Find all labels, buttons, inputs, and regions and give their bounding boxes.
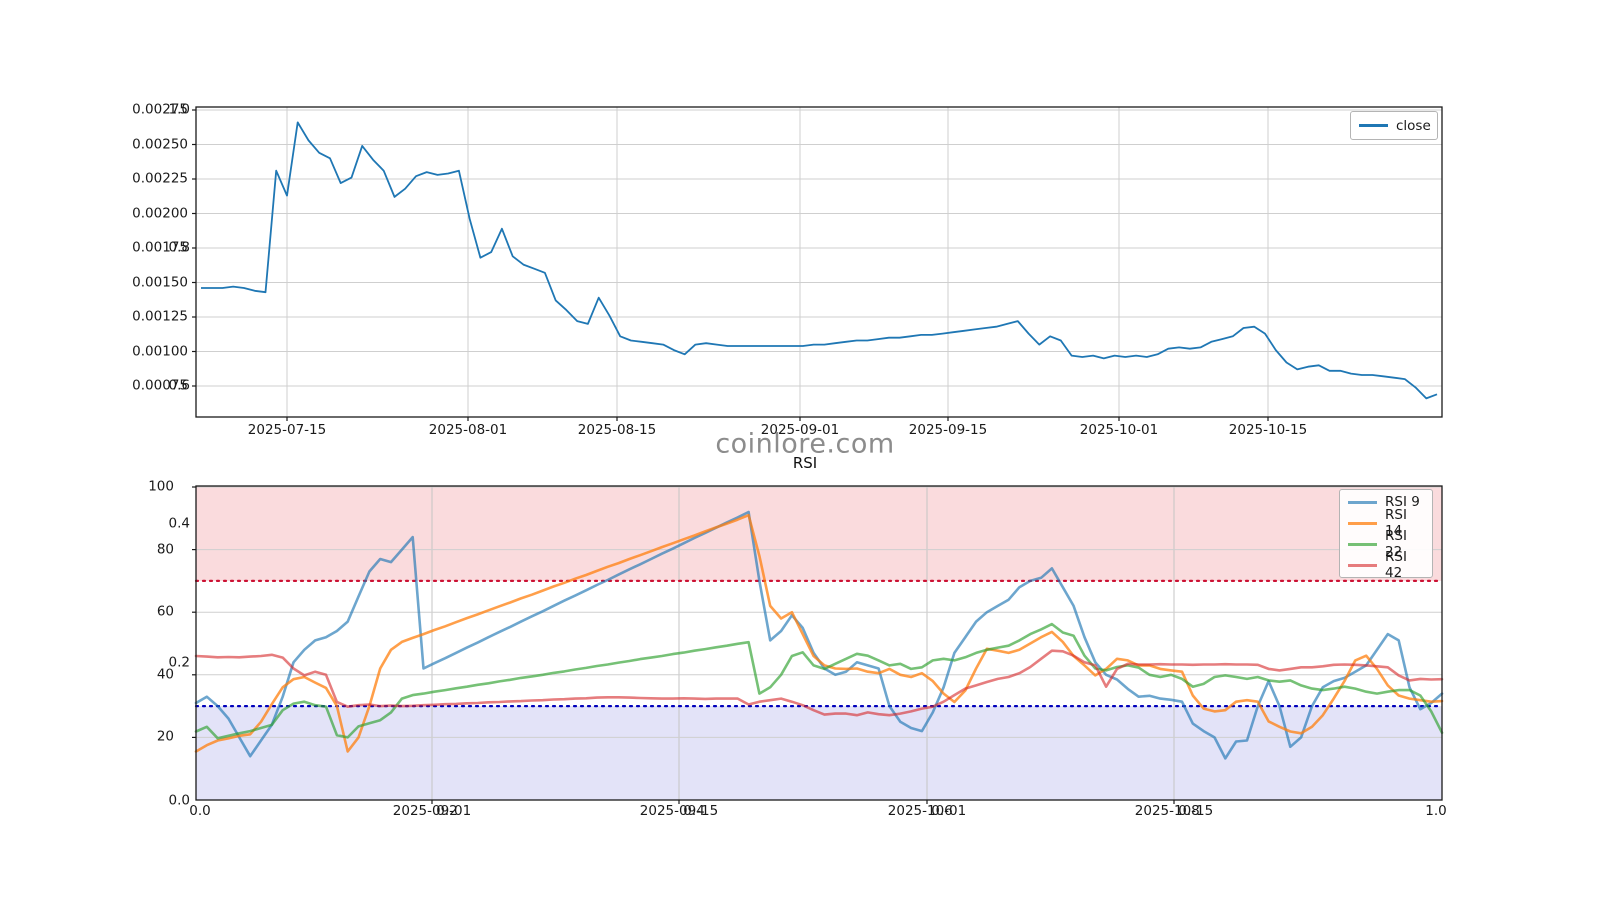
legend-item-rsi42: RSI 42 — [1340, 549, 1432, 581]
price-y-tick-label: 0.00250 — [132, 135, 188, 152]
legend-label: RSI 42 — [1385, 549, 1407, 581]
overlay-y-tick-label: 0.8 — [168, 239, 190, 256]
overlay-x-tick-label: 0.0 — [189, 803, 211, 819]
overlay-x-tick-label: 0.4 — [683, 803, 705, 819]
rsi-x-tick-label: 2025-10-15 — [1134, 803, 1214, 819]
price-x-tick-label: 2025-08-01 — [428, 422, 508, 438]
close-line-swatch — [1359, 124, 1388, 127]
legend-item-close: close — [1351, 115, 1437, 136]
price-x-tick-label: 2025-08-15 — [577, 422, 657, 438]
price-legend: close — [1350, 111, 1438, 140]
overlay-x-tick-label: 0.8 — [1178, 803, 1200, 819]
price-y-tick-label: 0.00075 — [132, 377, 188, 394]
rsi22-line-swatch — [1348, 542, 1377, 546]
rsi-y-tick-label: 60 — [156, 603, 174, 620]
rsi-title: RSI — [792, 454, 818, 472]
legend-item-rsi22: RSI 22 — [1340, 528, 1432, 560]
legend-item-rsi9: RSI 9 — [1340, 492, 1432, 513]
rsi14-line-swatch — [1348, 521, 1377, 525]
price-y-tick-label: 0.00150 — [132, 273, 188, 290]
overlay-x-tick-label: 1.0 — [1425, 803, 1447, 819]
rsi9-line-swatch — [1348, 500, 1377, 504]
price-y-tick-label: 0.00200 — [132, 204, 188, 221]
rsi-y-tick-label: 40 — [156, 666, 174, 683]
rsi-x-tick-label: 2025-09-01 — [392, 803, 472, 819]
legend-label: RSI 14 — [1385, 507, 1407, 539]
overlay-y-tick-label: 1.0 — [168, 101, 190, 118]
overlay-y-tick-label: 0.6 — [168, 377, 190, 394]
rsi-y-tick-label: 20 — [156, 728, 174, 745]
overlay-x-tick-label: 0.6 — [931, 803, 953, 819]
price-y-tick-label: 0.00275 — [132, 101, 188, 118]
price-y-tick-label: 0.00175 — [132, 239, 188, 256]
overlay-x-tick-label: 0.2 — [436, 803, 458, 819]
rsi-legend: RSI 9 RSI 14 RSI 22 RSI 42 — [1339, 489, 1433, 581]
rsi42-line-swatch — [1348, 563, 1377, 567]
price-x-tick-label: 2025-10-15 — [1228, 422, 1308, 438]
price-x-tick-label: 2025-07-15 — [247, 422, 327, 438]
overlay-y-tick-label: 0.2 — [168, 654, 190, 671]
price-x-tick-label: 2025-09-15 — [908, 422, 988, 438]
price-y-tick-label: 0.00100 — [132, 342, 188, 359]
price-x-tick-label: 2025-09-01 — [760, 422, 840, 438]
rsi-x-tick-label: 2025-09-15 — [639, 803, 719, 819]
overlay-y-tick-label: 0.0 — [168, 792, 190, 809]
price-y-tick-label: 0.00225 — [132, 170, 188, 187]
rsi-y-tick-label: 80 — [156, 540, 174, 557]
price-x-tick-label: 2025-10-01 — [1079, 422, 1159, 438]
overlay-y-tick-label: 0.4 — [168, 515, 190, 532]
watermark: coinlore.com — [715, 428, 895, 460]
legend-item-rsi14: RSI 14 — [1340, 507, 1432, 539]
legend-label: RSI 9 — [1385, 494, 1420, 510]
rsi-y-tick-label: 100 — [148, 478, 174, 495]
rsi-x-tick-label: 2025-10-01 — [887, 803, 967, 819]
price-y-tick-label: 0.00125 — [132, 308, 188, 325]
legend-label: close — [1396, 117, 1431, 134]
legend-label: RSI 22 — [1385, 528, 1407, 560]
